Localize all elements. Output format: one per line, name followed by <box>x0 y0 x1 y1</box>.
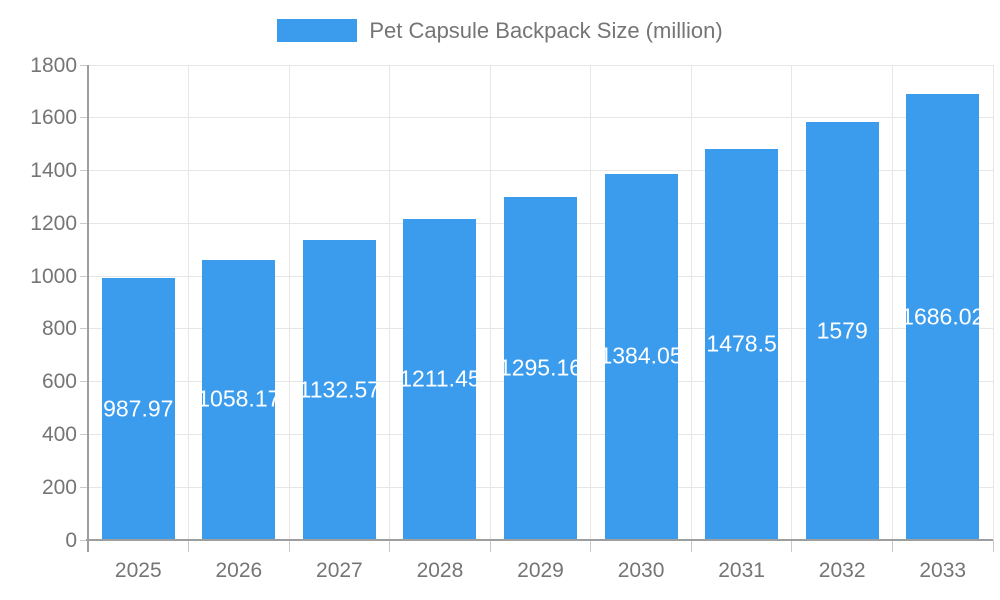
y-axis-line <box>87 65 89 552</box>
y-axis-tick <box>80 275 88 277</box>
bar-value-label: 1058.17 <box>202 385 276 412</box>
bar-2033[interactable]: 1686.02 <box>906 94 980 539</box>
bar-2031[interactable]: 1478.5 <box>705 148 779 539</box>
bar-2027[interactable]: 1132.57 <box>302 240 376 539</box>
x-axis-category-label: 2027 <box>316 559 363 582</box>
x-gridline <box>992 65 994 540</box>
bar-value-label: 1478.5 <box>706 330 777 357</box>
y-axis-tick <box>80 222 88 224</box>
x-gridline <box>590 65 592 540</box>
x-gridline <box>389 65 391 540</box>
x-axis-tick <box>690 540 692 552</box>
x-gridline <box>791 65 793 540</box>
bar-2028[interactable]: 1211.45 <box>403 219 477 539</box>
y-gridline <box>88 170 993 172</box>
y-axis-tick <box>80 170 88 172</box>
x-axis-tick <box>489 540 491 552</box>
legend[interactable]: Pet Capsule Backpack Size (million) <box>0 19 1000 42</box>
y-axis-tick-label: 1000 <box>30 264 77 288</box>
y-axis-tick-label: 800 <box>41 317 77 341</box>
bar-2029[interactable]: 1295.16 <box>504 197 577 539</box>
x-axis-category-label: 2025 <box>114 559 162 582</box>
x-axis-tick <box>288 540 290 552</box>
x-axis-category-label: 2031 <box>718 559 765 582</box>
y-axis-tick <box>80 381 88 383</box>
x-axis-tick <box>389 540 391 552</box>
bar-value-label: 987.97 <box>103 395 174 422</box>
bar-value-label: 1211.45 <box>403 365 477 392</box>
x-axis-tick <box>791 540 793 552</box>
plot-area: 0 200 400 600 800 1000 1200 1400 1600 1800 987.97 2… <box>30 55 994 582</box>
y-gridline <box>88 117 993 119</box>
y-axis-tick <box>80 433 88 435</box>
y-axis-tick-label: 1200 <box>30 211 77 235</box>
x-gridline <box>489 65 491 540</box>
x-axis-category-label: 2030 <box>617 559 665 582</box>
bar-2026[interactable]: 1058.17 <box>202 259 276 539</box>
x-axis-category-label: 2026 <box>215 559 263 582</box>
bar-value-label: 1295.16 <box>504 354 577 381</box>
x-axis-line <box>86 539 993 541</box>
x-axis-tick <box>590 540 592 552</box>
y-axis-tick <box>80 117 88 119</box>
x-axis-category-label: 2029 <box>517 559 564 582</box>
y-axis-tick <box>80 486 88 488</box>
y-axis-tick <box>80 539 88 541</box>
bar-value-label: 1132.57 <box>302 376 376 403</box>
x-axis-category-label: 2032 <box>818 559 866 582</box>
y-axis-tick <box>80 328 88 330</box>
x-axis-category-label: 2033 <box>919 559 967 582</box>
legend-swatch-icon <box>277 19 358 42</box>
bar-value-label: 1686.02 <box>906 303 980 330</box>
x-axis-tick <box>188 540 190 552</box>
y-axis-tick-label: 0 <box>65 528 77 552</box>
bar-2030[interactable]: 1384.05 <box>604 173 678 539</box>
legend-label: Pet Capsule Backpack Size (million) <box>369 18 723 43</box>
y-axis-tick-label: 200 <box>41 475 77 499</box>
y-axis-tick <box>80 64 88 66</box>
bar-2025[interactable]: 987.97 <box>101 278 175 539</box>
x-axis-category-label: 2028 <box>416 559 464 582</box>
bar-value-label: 1384.05 <box>604 342 678 369</box>
y-axis-tick-label: 400 <box>41 422 77 446</box>
x-gridline <box>188 65 190 540</box>
y-axis-tick-label: 1400 <box>30 159 77 183</box>
x-gridline <box>690 65 692 540</box>
x-axis-tick <box>891 540 893 552</box>
y-axis-tick-label: 600 <box>41 370 77 394</box>
bar-value-label: 1579 <box>816 317 868 344</box>
y-axis-tick-label: 1800 <box>30 53 77 77</box>
y-gridline <box>88 64 993 66</box>
x-gridline <box>891 65 893 540</box>
bar-2032[interactable]: 1579 <box>805 122 879 539</box>
x-gridline <box>288 65 290 540</box>
x-axis-tick <box>992 540 994 552</box>
y-axis-tick-label: 1600 <box>30 106 77 130</box>
